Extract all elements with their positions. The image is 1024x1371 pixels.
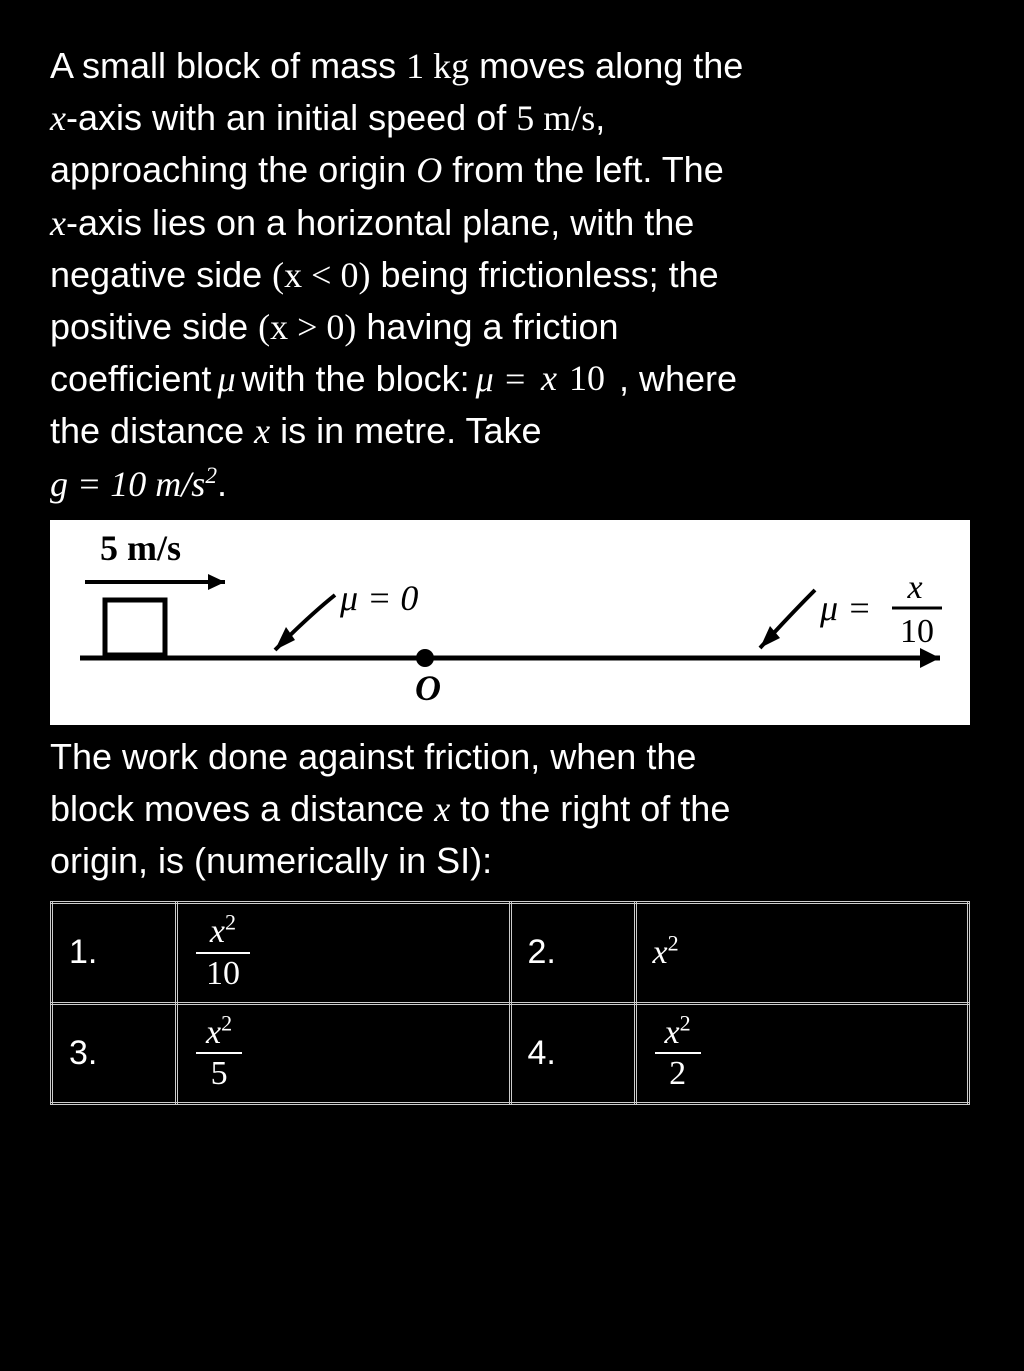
g-exp: 2 — [205, 463, 217, 489]
x-var: x — [254, 411, 270, 451]
page: A small block of mass 1 kg moves along t… — [0, 0, 1024, 1145]
text: A small block of mass — [50, 45, 406, 86]
opt4-num: x — [665, 1014, 680, 1051]
text: block moves a distance — [50, 788, 434, 829]
mu-symbol: μ — [217, 353, 235, 405]
mass-value: 1 kg — [406, 46, 469, 86]
text: -axis with an initial speed of — [66, 97, 516, 138]
opt3-exp: 2 — [221, 1010, 232, 1035]
opt3-num: x — [206, 1014, 221, 1051]
text: being frictionless; the — [370, 254, 718, 295]
neg-condition: (x < 0) — [272, 255, 370, 295]
origin-label: O — [415, 668, 441, 708]
option-3-number[interactable]: 3. — [52, 1003, 177, 1103]
opt1-exp: 2 — [225, 910, 236, 935]
opt2-exp: 2 — [668, 931, 679, 956]
option-1-value[interactable]: x2 10 — [177, 903, 511, 1003]
fraction-denominator: 10 — [563, 360, 611, 398]
x-var: x — [434, 789, 450, 829]
text: . — [217, 463, 227, 504]
opt2-base: x — [653, 934, 668, 971]
opt3-den: 5 — [196, 1056, 242, 1092]
mu-frac-den: 10 — [900, 613, 934, 650]
x-axis-var: x — [50, 203, 66, 243]
text: with the block: — [242, 353, 470, 405]
text: , — [595, 97, 605, 138]
origin-o: O — [416, 150, 442, 190]
option-2-value[interactable]: x2 — [635, 903, 969, 1003]
fraction-numerator: x — [535, 360, 563, 398]
text: , where — [619, 353, 737, 405]
text: approaching the origin — [50, 149, 416, 190]
g-expr: g = 10 m/s2 — [50, 464, 217, 504]
block — [105, 600, 165, 655]
text: -axis lies on a horizontal plane, with t… — [66, 202, 694, 243]
text: from the left. The — [442, 149, 723, 190]
mu-label-prefix: μ = — [819, 588, 871, 628]
text: origin, is (numerically in SI): — [50, 840, 492, 881]
problem-statement: A small block of mass 1 kg moves along t… — [50, 40, 974, 510]
g-base: g = 10 m/s — [50, 464, 205, 504]
answer-options: 1. x2 10 2. x2 3. x2 — [50, 901, 974, 1105]
mu0-label: μ = 0 — [339, 578, 418, 618]
text: coefficient — [50, 353, 211, 405]
text: to the right of the — [450, 788, 730, 829]
origin-dot — [416, 649, 434, 667]
mu-equals: μ = — [476, 353, 527, 405]
text: the distance — [50, 410, 254, 451]
text: negative side — [50, 254, 272, 295]
option-4-number[interactable]: 4. — [510, 1003, 635, 1103]
option-2-number[interactable]: 2. — [510, 903, 635, 1003]
mu-frac-num: x — [906, 569, 922, 606]
speed-label: 5 m/s — [100, 528, 181, 568]
mu-fraction: x 10 — [533, 360, 613, 398]
opt4-den: 2 — [655, 1056, 701, 1092]
speed-value: 5 m/s — [516, 98, 595, 138]
text: The work done against friction, when the — [50, 736, 696, 777]
option-4-value[interactable]: x2 2 — [635, 1003, 969, 1103]
question-text: The work done against friction, when the… — [50, 731, 974, 888]
text: is in metre. Take — [270, 410, 541, 451]
mu-line: coefficient μ with the block: μ = x 10 ,… — [50, 353, 974, 405]
text: moves along the — [469, 45, 743, 86]
opt1-num: x — [210, 913, 225, 950]
pos-condition: (x > 0) — [258, 307, 356, 347]
opt1-den: 10 — [196, 956, 250, 992]
option-1-number[interactable]: 1. — [52, 903, 177, 1003]
diagram-svg: 5 m/s O μ = 0 μ = x 10 — [50, 520, 970, 720]
text: having a friction — [356, 306, 618, 347]
answer-table: 1. x2 10 2. x2 3. x2 — [50, 901, 970, 1105]
opt4-exp: 2 — [680, 1010, 691, 1035]
diagram: 5 m/s O μ = 0 μ = x 10 — [50, 520, 970, 725]
x-axis-var: x — [50, 98, 66, 138]
text: positive side — [50, 306, 258, 347]
option-3-value[interactable]: x2 5 — [177, 1003, 511, 1103]
